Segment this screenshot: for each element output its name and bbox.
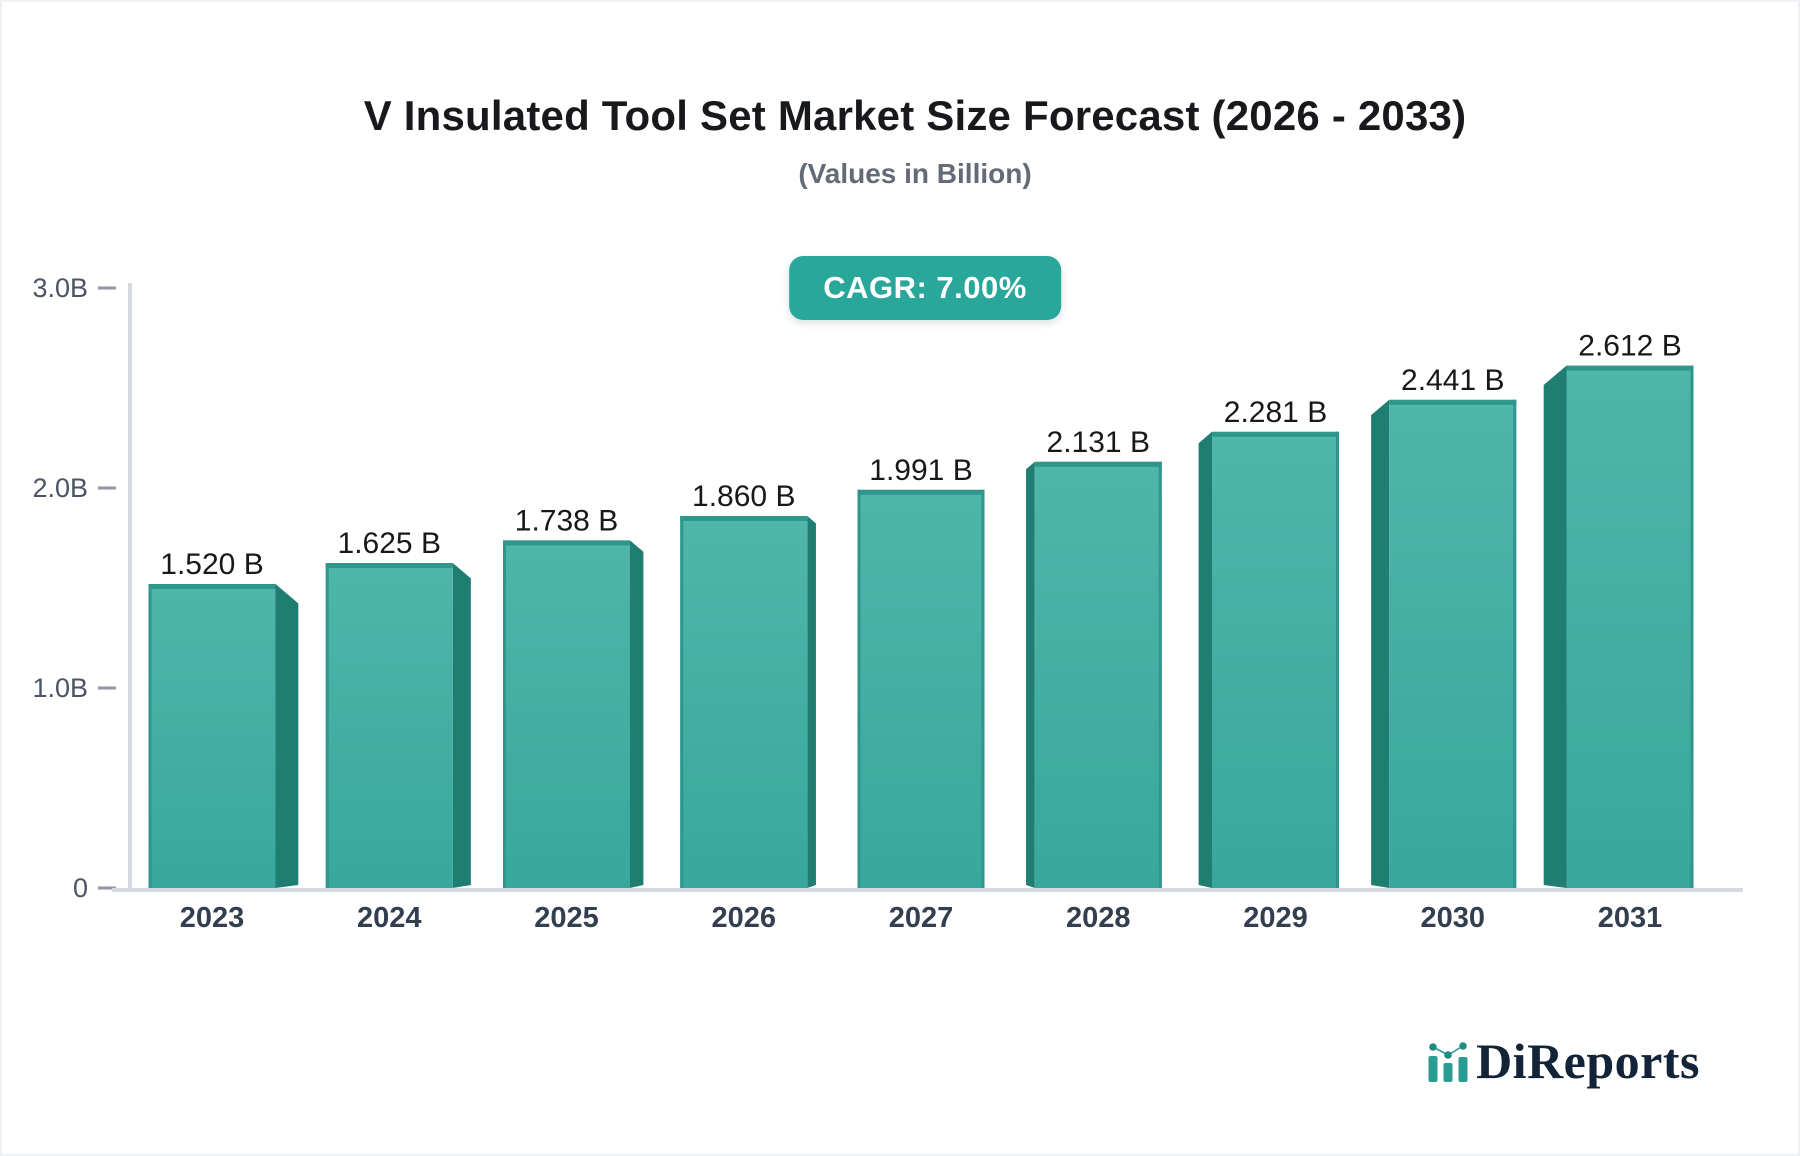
bar-edge-line [1158, 461, 1162, 888]
bar-edge-line [1336, 431, 1339, 888]
bar-front-face [1566, 365, 1694, 889]
x-axis-label: 2031 [1598, 902, 1663, 934]
bar-group-2030 [1371, 399, 1517, 888]
bar-group-2026 [680, 516, 816, 888]
x-axis-label: 2030 [1420, 902, 1485, 934]
bar-group-2028 [1026, 461, 1162, 888]
bar-front-face [1389, 399, 1517, 888]
bar-side-face [1198, 431, 1212, 888]
x-axis-label: 2027 [889, 902, 954, 934]
bar-front-face [148, 584, 276, 888]
y-axis-label: 0 [73, 873, 88, 903]
bar-value-label: 2.131 B [1047, 426, 1150, 459]
bar-value-label: 1.860 B [692, 480, 795, 513]
bar-top-edge [325, 563, 453, 568]
x-axis-label: 2028 [1066, 902, 1131, 934]
bar-top-edge [1034, 461, 1162, 467]
x-axis-label: 2025 [534, 902, 599, 934]
bar-group-2027 [857, 489, 985, 888]
y-axis-label: 3.0B [32, 273, 88, 303]
bar-group-2023 [148, 584, 299, 888]
direports-logo-icon [1428, 1042, 1468, 1082]
bar-value-label: 1.520 B [160, 548, 263, 581]
bar-top-edge [503, 540, 630, 546]
bar-group-2025 [503, 540, 644, 888]
bar-side-face [275, 584, 299, 888]
bar-front-face [1034, 461, 1162, 888]
chart-subtitle: (Values in Billion) [798, 158, 1032, 189]
bar-edge-line [857, 489, 861, 888]
brand-name: DiReports [1476, 1033, 1700, 1089]
bar-side-face [1543, 365, 1567, 889]
bar-edge-line [1513, 399, 1517, 888]
bar-front-face [325, 563, 453, 888]
cagr-badge: CAGR: 7.00% [789, 256, 1061, 320]
y-axis-label: 1.0B [32, 673, 88, 703]
bar-edge-line [503, 540, 506, 888]
bar-top-edge [680, 516, 808, 521]
bar-edge-line [325, 563, 329, 888]
x-axis-label: 2024 [357, 902, 422, 934]
bar-value-label: 1.738 B [515, 504, 618, 537]
bar-value-label: 1.991 B [869, 454, 972, 487]
bar-edge-line [981, 489, 985, 888]
bar-group-2029 [1198, 431, 1339, 888]
bar-front-face [857, 489, 985, 888]
bar-edge-line [1690, 365, 1694, 889]
bar-value-label: 1.625 B [338, 527, 441, 560]
brand-logo: DiReports [1426, 1036, 1700, 1086]
bar-top-edge [148, 584, 276, 589]
bar-side-face [452, 563, 471, 888]
bar-edge-line [148, 584, 152, 888]
bar-front-face [680, 516, 808, 888]
x-axis-label: 2029 [1243, 902, 1308, 934]
bar-group-2024 [325, 563, 471, 888]
bar-top-edge [1566, 365, 1694, 371]
bar-top-edge [1389, 399, 1517, 405]
bar-front-face [1212, 431, 1339, 888]
bar-value-label: 2.281 B [1224, 396, 1327, 429]
bar-side-face [807, 516, 816, 888]
bar-top-edge [857, 489, 985, 495]
bar-side-face [1026, 461, 1035, 888]
bar-group-2031 [1543, 365, 1694, 889]
bar-value-label: 2.612 B [1578, 330, 1681, 363]
bar-side-face [630, 540, 644, 888]
x-axis-label: 2023 [180, 902, 245, 934]
bar-value-label: 2.441 B [1401, 364, 1504, 397]
chart-title: V Insulated Tool Set Market Size Forecas… [363, 92, 1467, 139]
bar-chart: 3.0B 2.0B 1.0B 0 1.520 B 2023 1.625 B 2024 1.738… [32, 273, 1743, 934]
bar-edge-line [680, 516, 684, 888]
bar-top-edge [1212, 431, 1339, 437]
x-axis-label: 2026 [711, 902, 776, 934]
y-axis-label: 2.0B [32, 473, 88, 503]
bar-side-face [1371, 399, 1390, 888]
bar-front-face [503, 540, 630, 888]
chart-header: V Insulated Tool Set Market Size Forecas… [15, 92, 1800, 190]
